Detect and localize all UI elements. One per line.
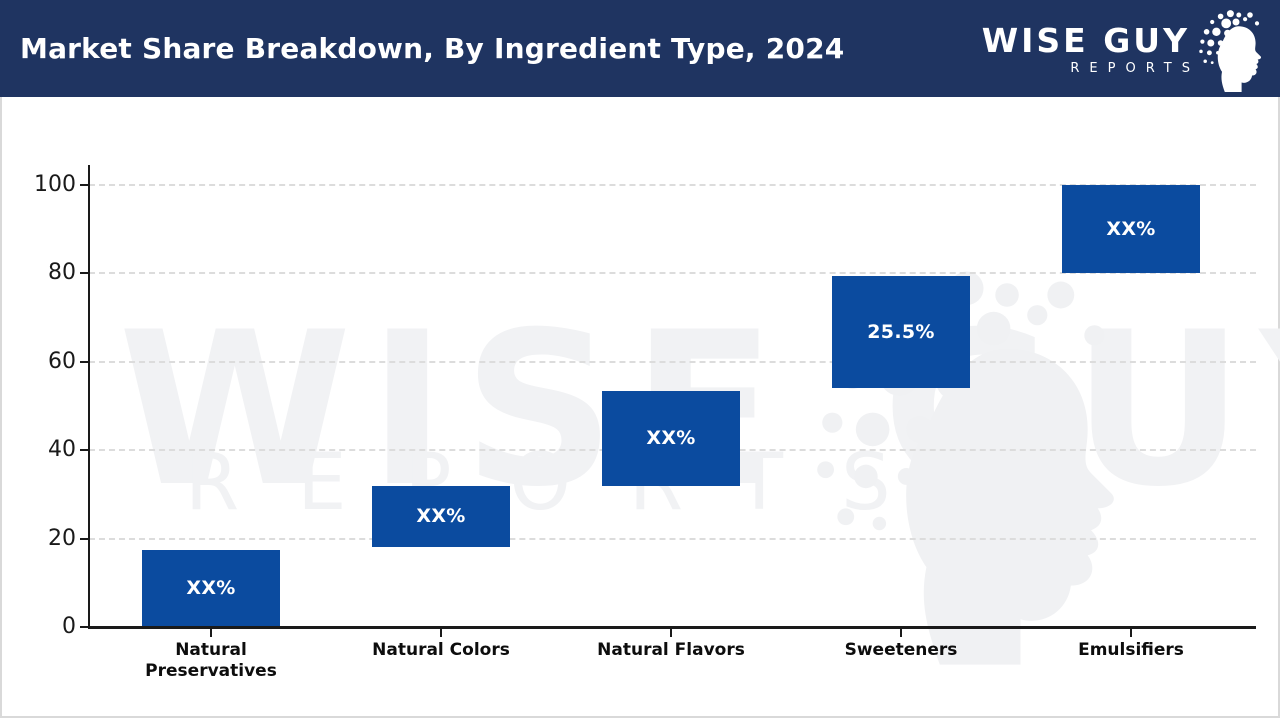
logo-name: WISE GUY — [981, 21, 1190, 61]
x-tick-natural-colors — [440, 629, 442, 637]
gridline-100 — [89, 184, 1256, 186]
bar-value-label-natural-preservatives: XX% — [186, 577, 236, 600]
x-label-natural-preservatives: Natural Preservatives — [145, 640, 277, 681]
chart-title: Market Share Breakdown, By Ingredient Ty… — [20, 32, 845, 65]
y-tick-label-60: 60 — [48, 348, 76, 374]
gridline-80 — [89, 272, 1256, 275]
wise-guy-reports-logo: WISE GUY REPORTS — [982, 8, 1266, 92]
y-axis-line — [88, 165, 90, 629]
y-tick-40 — [80, 449, 89, 452]
y-tick-20 — [80, 537, 89, 540]
bar-natural-colors: XX% — [372, 485, 510, 548]
logo-text: WISE GUY REPORTS — [982, 24, 1190, 76]
bar-sweeteners: 25.5% — [832, 275, 970, 389]
header-bar: Market Share Breakdown, By Ingredient Ty… — [0, 0, 1280, 97]
gridline-20 — [89, 537, 1256, 540]
x-axis-line — [89, 626, 1256, 629]
y-tick-label-100: 100 — [34, 172, 76, 197]
x-label-natural-flavors: Natural Flavors — [597, 640, 745, 660]
y-tick-label-0: 0 — [62, 614, 76, 639]
y-tick-80 — [80, 272, 89, 275]
bar-value-label-emulsifiers: XX% — [1106, 218, 1156, 241]
bar-value-label-natural-colors: XX% — [416, 505, 466, 528]
x-label-sweeteners: Sweeteners — [844, 640, 958, 660]
y-tick-label-40: 40 — [48, 437, 76, 463]
bar-natural-preservatives: XX% — [142, 549, 280, 627]
x-label-emulsifiers: Emulsifiers — [1078, 640, 1184, 660]
bar-value-label-natural-flavors: XX% — [646, 427, 696, 450]
x-label-natural-colors: Natural Colors — [372, 640, 510, 660]
x-tick-sweeteners — [900, 629, 902, 637]
logo-tagline: REPORTS — [1070, 60, 1200, 76]
y-tick-label-20: 20 — [48, 525, 76, 551]
x-tick-natural-preservatives — [210, 629, 212, 637]
bar-value-label-sweeteners: 25.5% — [867, 320, 935, 343]
bar-emulsifiers: XX% — [1062, 185, 1200, 274]
gridline-60 — [89, 360, 1256, 363]
logo-face-icon — [1199, 10, 1262, 92]
y-tick-60 — [80, 360, 89, 363]
y-tick-0 — [80, 626, 89, 628]
y-tick-100 — [80, 184, 89, 186]
x-tick-natural-flavors — [670, 629, 672, 637]
bar-natural-flavors: XX% — [602, 390, 740, 486]
y-tick-label-80: 80 — [48, 260, 76, 286]
x-tick-emulsifiers — [1130, 629, 1132, 637]
